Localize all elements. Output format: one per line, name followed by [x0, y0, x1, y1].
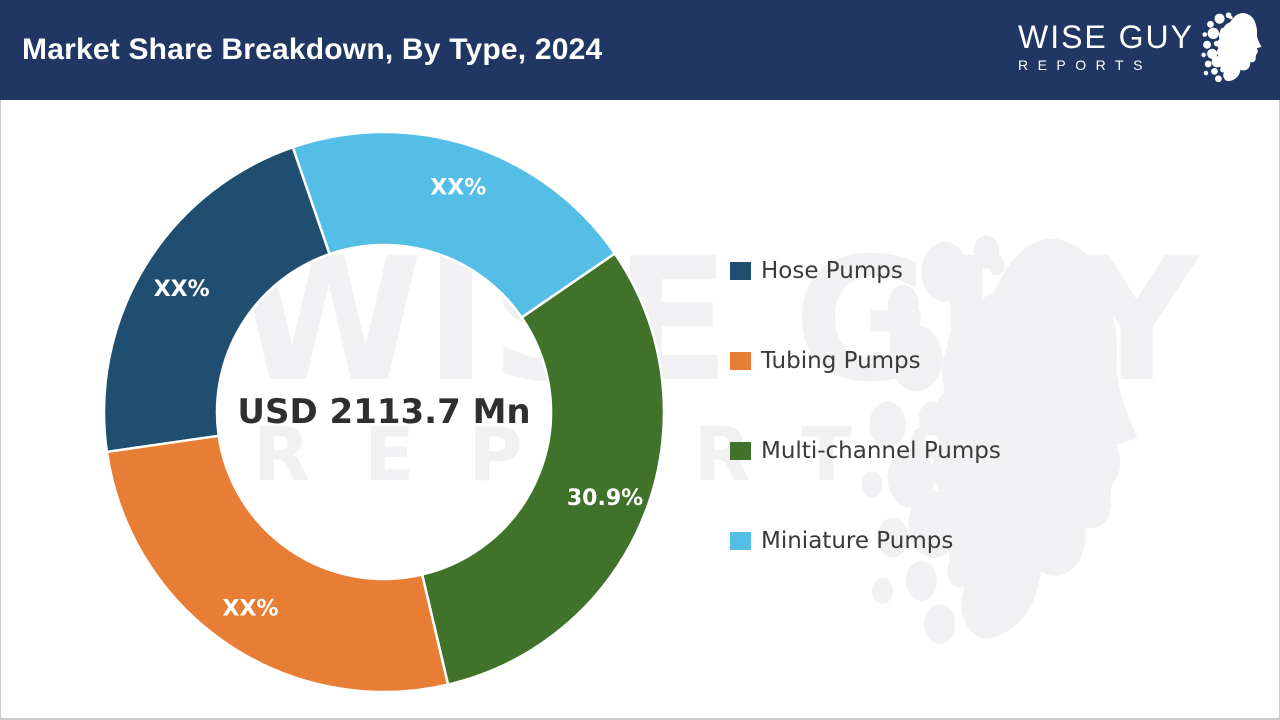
chart-area: WISE GUY REPORTS XX%XX%30.9%XX% USD 2113…	[0, 100, 1280, 720]
legend-swatch	[730, 352, 751, 370]
legend-label: Multi-channel Pumps	[761, 438, 1001, 464]
segment-value-label: XX%	[154, 277, 210, 302]
legend-item-tubing-pumps: Tubing Pumps	[730, 346, 1001, 376]
legend-label: Hose Pumps	[761, 258, 903, 284]
logo-subtitle: REPORTS	[1017, 56, 1152, 73]
segment-value-label: XX%	[223, 597, 279, 622]
legend: Hose Pumps Tubing Pumps Multi-channel Pu…	[730, 256, 1001, 616]
page-title: Market Share Breakdown, By Type, 2024	[22, 33, 603, 66]
legend-swatch	[730, 532, 751, 550]
segment-value-label: XX%	[430, 176, 486, 201]
donut-segment-miniature-pumps	[291, 130, 617, 319]
segment-value-label: 30.9%	[567, 486, 643, 511]
donut-segment-tubing-pumps	[105, 434, 450, 694]
legend-swatch	[730, 442, 751, 460]
wiseguy-logo: WISE GUY REPORTS	[1018, 4, 1266, 90]
logo-wordmark: WISE GUY	[1017, 19, 1194, 56]
legend-label: Tubing Pumps	[761, 348, 921, 374]
donut-chart: XX% XX% 30.9% XX%	[102, 130, 666, 694]
header: Market Share Breakdown, By Type, 2024 WI…	[0, 0, 1280, 100]
legend-swatch	[730, 262, 751, 280]
legend-item-miniature-pumps: Miniature Pumps	[730, 526, 1001, 556]
logo-text: WISE GUY REPORTS	[1018, 21, 1194, 73]
legend-label: Miniature Pumps	[761, 528, 954, 554]
donut-center-value: USD 2113.7 Mn	[237, 392, 531, 432]
donut-segment-multi-channel-pumps	[420, 252, 666, 686]
legend-item-hose-pumps: Hose Pumps	[730, 256, 1001, 286]
wiseguy-face-icon	[1201, 12, 1262, 83]
donut-segment-hose-pumps	[102, 146, 331, 454]
legend-item-multi-channel-pumps: Multi-channel Pumps	[730, 436, 1001, 466]
